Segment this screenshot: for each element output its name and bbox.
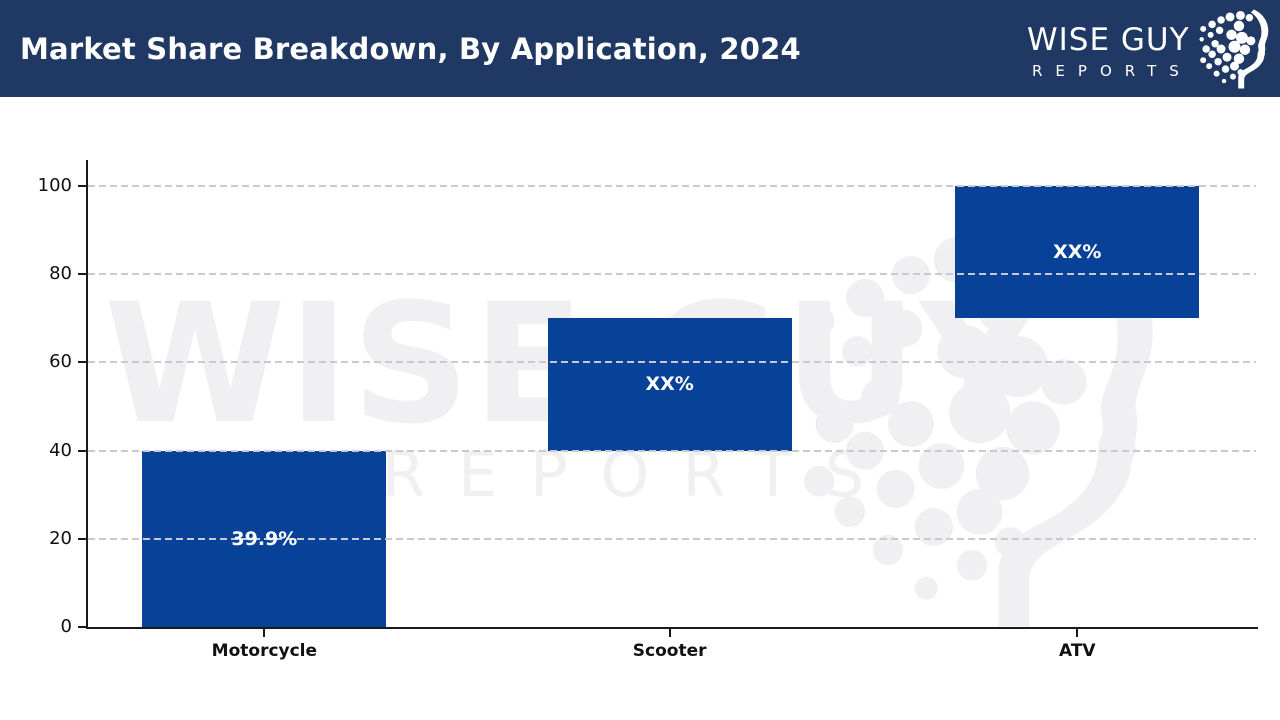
wiseguy-face-icon xyxy=(1194,8,1272,90)
y-tick-label-100: 100 xyxy=(37,175,72,196)
bar-value-label-scooter: XX% xyxy=(645,373,694,396)
y-tick-label-20: 20 xyxy=(49,527,72,549)
gridline-40 xyxy=(88,449,1256,452)
y-tick-mark-80 xyxy=(78,273,87,276)
gridline-20 xyxy=(88,537,1256,540)
y-tick-label-0: 0 xyxy=(60,616,72,637)
gridline-80 xyxy=(88,273,1256,276)
y-tick-label-40: 40 xyxy=(49,439,72,461)
y-tick-mark-20 xyxy=(78,537,87,540)
wiseguy-logo: WISE GUY REPORTS xyxy=(1022,0,1272,97)
chart-title: Market Share Breakdown, By Application, … xyxy=(20,31,801,66)
plot-area: 0 20 40 60 80 100 39.9% XX% XX% Motorcycle Scooter… xyxy=(38,160,1258,661)
y-tick-mark-100 xyxy=(78,185,87,187)
bar-atv xyxy=(955,186,1200,319)
y-tick-mark-0 xyxy=(78,626,87,628)
header-band: Market Share Breakdown, By Application, … xyxy=(0,0,1280,97)
logo-text-reports: REPORTS xyxy=(1032,62,1192,80)
bar-value-label-motorcycle: 39.9% xyxy=(231,528,298,551)
x-axis-spine xyxy=(86,627,1258,629)
logo-text-wiseguy: WISE GUY xyxy=(1027,22,1190,58)
x-tick-mark-atv xyxy=(1076,629,1079,637)
x-tick-mark-motorcycle xyxy=(263,629,266,637)
x-tick-label-scooter: Scooter xyxy=(632,641,707,661)
gridline-60 xyxy=(88,361,1256,364)
y-tick-mark-40 xyxy=(78,449,87,452)
watermark-text-reports: REPORTS xyxy=(382,438,898,511)
y-axis-spine xyxy=(86,160,88,629)
x-tick-label-motorcycle: Motorcycle xyxy=(211,641,318,661)
x-tick-label-atv: ATV xyxy=(1058,641,1096,661)
y-tick-mark-60 xyxy=(78,361,87,364)
gridline-100 xyxy=(88,185,1256,187)
bar-scooter xyxy=(547,318,792,451)
x-tick-mark-scooter xyxy=(668,629,671,637)
bar-value-label-atv: XX% xyxy=(1053,241,1102,264)
y-tick-label-60: 60 xyxy=(49,351,72,373)
y-tick-label-80: 80 xyxy=(49,263,72,285)
